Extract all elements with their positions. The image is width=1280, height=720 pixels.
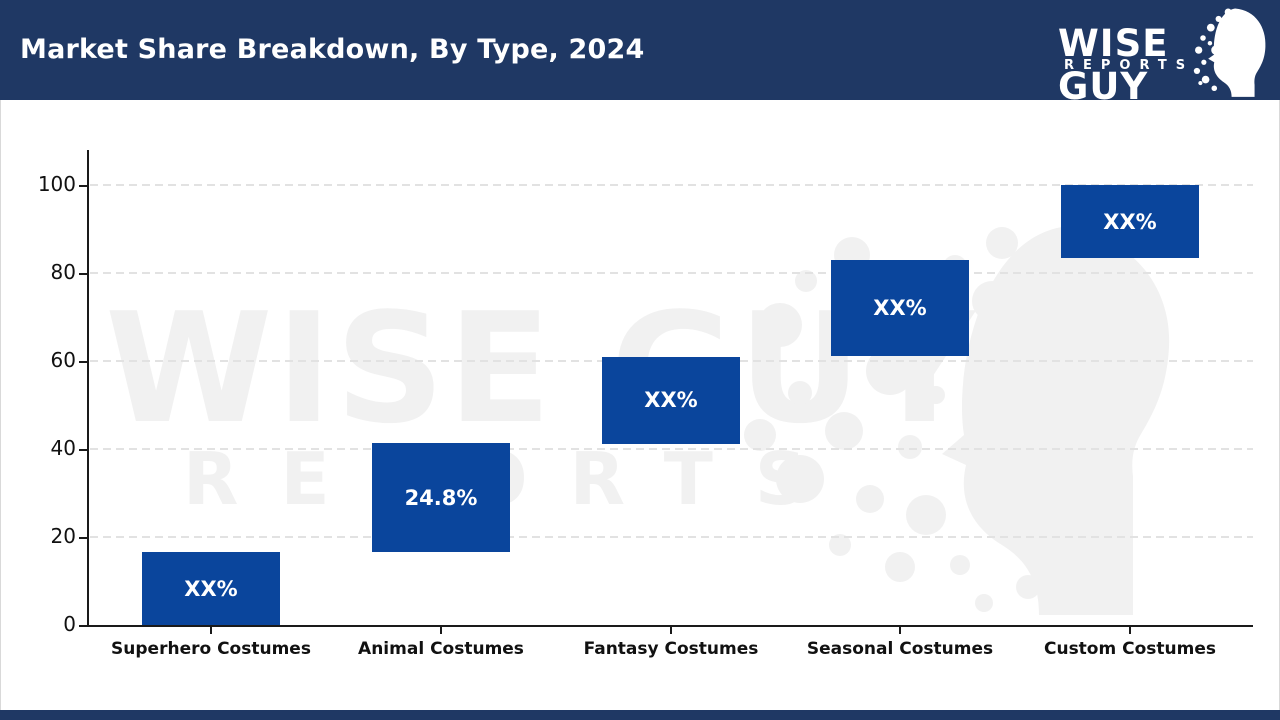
y-tick-label: 0: [63, 612, 76, 636]
bar: XX%: [1061, 185, 1199, 259]
footer-bar: [0, 710, 1280, 720]
x-tick: [1129, 627, 1131, 634]
bar-value-label: XX%: [873, 295, 927, 320]
gridline: [90, 536, 1253, 538]
wise-guy-logo: WISE GUY REPORTS: [1028, 0, 1268, 108]
bar: XX%: [142, 552, 280, 625]
chart-title: Market Share Breakdown, By Type, 2024: [20, 34, 645, 65]
dotted-head-logo-icon: [1193, 8, 1266, 97]
y-tick: [79, 185, 88, 187]
x-tick: [670, 627, 672, 634]
y-tick-label: 20: [50, 524, 76, 548]
y-tick-label: 80: [50, 260, 76, 284]
chart-plot-area: WISE GUY REPORTS 0 20 40 60 80 100 XX% Superher…: [0, 100, 1280, 710]
category-label: Seasonal Costumes: [806, 639, 994, 659]
header-bar: Market Share Breakdown, By Type, 2024 WI…: [0, 0, 1280, 108]
x-tick: [899, 627, 901, 634]
watermark-dotted-head-icon: [744, 227, 1170, 615]
gridline: [90, 448, 1253, 450]
bar: XX%: [602, 356, 740, 444]
gridline: [90, 184, 1253, 186]
category-label: Animal Costumes: [358, 639, 524, 659]
x-axis-line: [87, 625, 1253, 627]
category-label: Superhero Costumes: [111, 639, 311, 659]
x-tick: [210, 627, 212, 634]
y-axis-line: [87, 150, 89, 627]
category-label: Fantasy Costumes: [583, 639, 759, 659]
bar: XX%: [831, 259, 969, 356]
y-tick-label: 100: [37, 172, 76, 196]
y-tick-label: 60: [50, 348, 76, 372]
y-tick: [79, 537, 88, 539]
y-tick: [79, 361, 88, 363]
bar: 24.8%: [372, 443, 510, 553]
x-tick: [440, 627, 442, 634]
category-label: Custom Costumes: [1043, 639, 1216, 659]
bar-value-label: XX%: [184, 576, 238, 601]
y-tick-label: 40: [50, 436, 76, 460]
logo-name-text: WISE GUY: [1058, 22, 1169, 108]
y-tick: [79, 625, 88, 627]
bar-value-label: XX%: [1103, 209, 1157, 234]
logo-subname-text: REPORTS: [1064, 58, 1195, 73]
bar-value-label: XX%: [644, 388, 698, 413]
bar-value-label: 24.8%: [404, 485, 478, 510]
gridline: [90, 272, 1253, 274]
y-tick: [79, 273, 88, 275]
y-tick: [79, 449, 88, 451]
